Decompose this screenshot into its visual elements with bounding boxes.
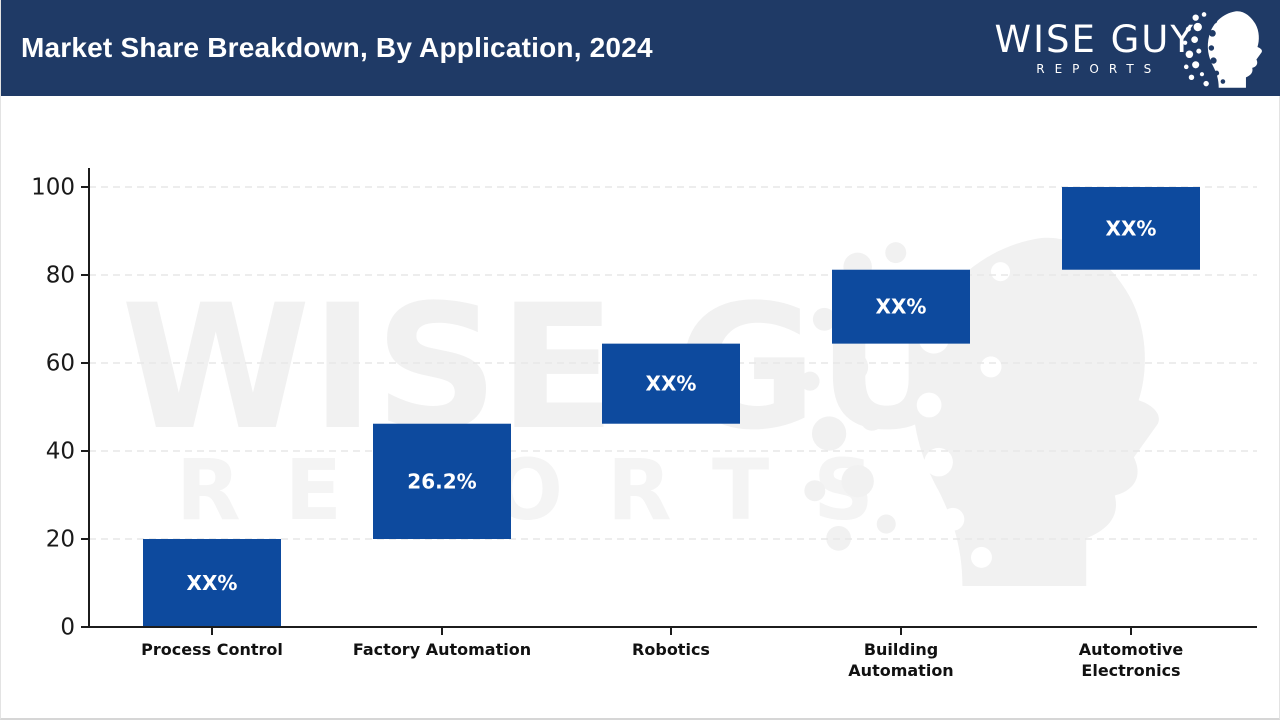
bar-value-label-automotive-electronics: XX% (1106, 216, 1157, 240)
x-axis-label-factory-automation: Factory Automation (353, 640, 531, 659)
x-axis-label-building-automation: Building Automation (848, 640, 953, 680)
bar-factory-automation (373, 423, 511, 539)
bar-value-label-building-automation: XX% (876, 295, 927, 319)
bar-automotive-electronics (1062, 187, 1200, 270)
x-axis-label-automotive-electronics: Automotive Electronics (1079, 640, 1184, 680)
header-bar: Market Share Breakdown, By Application, … (1, 0, 1280, 96)
x-axis-label-robotics: Robotics (632, 640, 710, 659)
chart-area: WISE GUY REPORTS XX% 26.2% XX% XX% XX% 0 20 40 6… (1, 96, 1280, 718)
bar-robotics (602, 343, 740, 424)
wiseguy-head-icon (1183, 11, 1262, 88)
y-tick-label-40: 40 (46, 439, 75, 465)
bar-building-automation (832, 269, 970, 344)
y-tick-label-100: 100 (31, 175, 75, 201)
wiseguy-logo: WISE GUY REPORTS (995, 8, 1269, 88)
bar-value-label-process-control: XX% (187, 571, 238, 595)
y-tick-label-80: 80 (46, 263, 75, 289)
y-tick-label-20: 20 (46, 527, 75, 553)
logo-wordmark: WISE GUY (994, 17, 1195, 61)
bar-process-control (143, 539, 281, 627)
chart-title: Market Share Breakdown, By Application, … (21, 32, 653, 63)
logo-text: WISE GUY REPORTS (995, 21, 1195, 76)
bar-value-label-factory-automation: 26.2% (407, 469, 476, 493)
bar-value-label-robotics: XX% (646, 372, 697, 396)
y-tick-label-60: 60 (46, 351, 75, 377)
waterfall-chart: XX% 26.2% XX% XX% XX% 0 20 40 60 80 100 Process Con… (31, 168, 1257, 680)
logo-subtitle: REPORTS (1036, 61, 1162, 76)
y-tick-label-0: 0 (60, 615, 75, 641)
x-axis-label-process-control: Process Control (141, 640, 283, 659)
